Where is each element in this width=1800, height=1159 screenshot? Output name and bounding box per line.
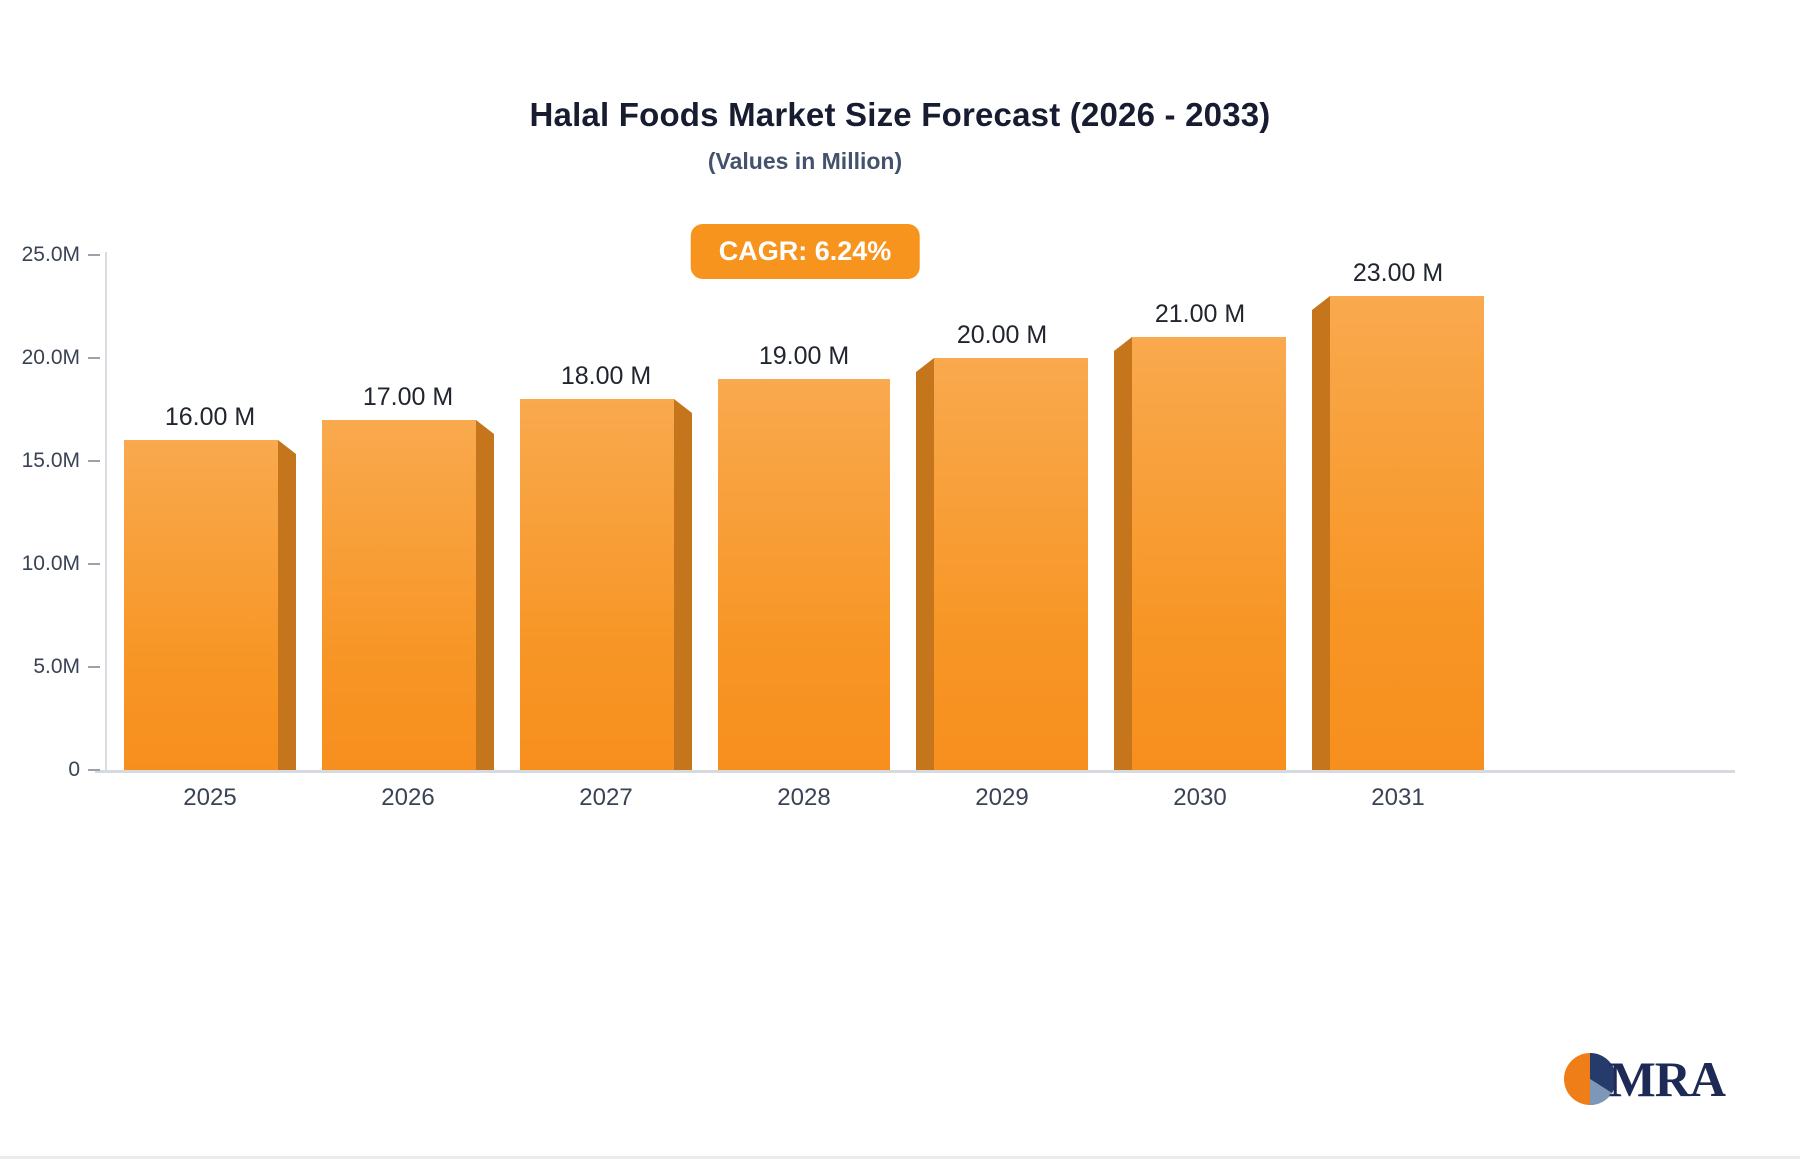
y-tick-label: 0 [68, 758, 80, 781]
plot-area: 16.00 M 17.00 M 18.00 M 19.00 M 20.00 M 21.00… [105, 255, 1755, 770]
x-axis-baseline [95, 770, 1735, 773]
x-tick-label: 2028 [777, 784, 831, 811]
mra-logo: MRA [1561, 1050, 1726, 1108]
bar [1132, 337, 1286, 770]
x-tick-label: 2029 [975, 784, 1029, 811]
bar-group: 20.00 M [916, 255, 1088, 770]
y-tick-mark [88, 254, 100, 256]
mra-logo-text: MRA [1608, 1051, 1726, 1107]
bar-side-face [476, 420, 494, 770]
y-tick-label: 15.0M [21, 449, 80, 472]
bar [124, 440, 278, 770]
x-tick-label: 2030 [1173, 784, 1227, 811]
bar-group: 16.00 M [124, 255, 296, 770]
x-tick-label: 2026 [381, 784, 435, 811]
cagr-badge: CAGR: 6.24% [690, 224, 920, 279]
bar-group: 17.00 M [322, 255, 494, 770]
bar-side-face [1114, 337, 1132, 770]
bar-value-label: 20.00 M [956, 321, 1048, 349]
y-tick-mark [88, 357, 100, 359]
bar [934, 358, 1088, 770]
bar-value-label: 21.00 M [1154, 300, 1246, 328]
bar-value-label: 23.00 M [1352, 259, 1444, 287]
x-tick-label: 2027 [579, 784, 633, 811]
bar-side-face [278, 440, 296, 770]
bar-group: 23.00 M [1312, 255, 1484, 770]
bar-value-label: 17.00 M [362, 383, 454, 411]
chart-title: Halal Foods Market Size Forecast (2026 -… [529, 96, 1271, 133]
bar-group: 19.00 M [718, 255, 890, 770]
y-tick-mark [88, 563, 100, 565]
bar-group: 21.00 M [1114, 255, 1286, 770]
y-axis-line [105, 252, 107, 772]
bar-group: 18.00 M [520, 255, 692, 770]
bar-value-label: 16.00 M [164, 403, 256, 431]
bar-value-label: 18.00 M [560, 362, 652, 390]
y-tick-label: 20.0M [21, 346, 80, 369]
mra-logo-icon [1563, 1052, 1616, 1106]
y-tick-label: 25.0M [21, 243, 80, 266]
chart-subtitle: (Values in Million) [707, 148, 903, 174]
y-tick-mark [88, 460, 100, 462]
y-tick-mark [88, 769, 100, 771]
bar [1330, 296, 1484, 770]
bar-value-label: 19.00 M [758, 342, 850, 370]
bar [520, 399, 674, 770]
bar-side-face [916, 358, 934, 770]
bar [322, 420, 476, 770]
x-tick-label: 2025 [183, 784, 237, 811]
y-axis: 25.0M 20.0M 15.0M 10.0M 5.0M 0 [0, 243, 105, 781]
x-axis: 2025 2026 2027 2028 2029 2030 2031 [0, 784, 1800, 824]
y-tick-label: 10.0M [21, 552, 80, 575]
y-tick-mark [88, 666, 100, 668]
x-tick-label: 2031 [1371, 784, 1425, 811]
bar [718, 379, 890, 770]
bar-side-face [674, 399, 692, 770]
y-tick-label: 5.0M [33, 655, 80, 678]
bar-side-face [1312, 296, 1330, 770]
